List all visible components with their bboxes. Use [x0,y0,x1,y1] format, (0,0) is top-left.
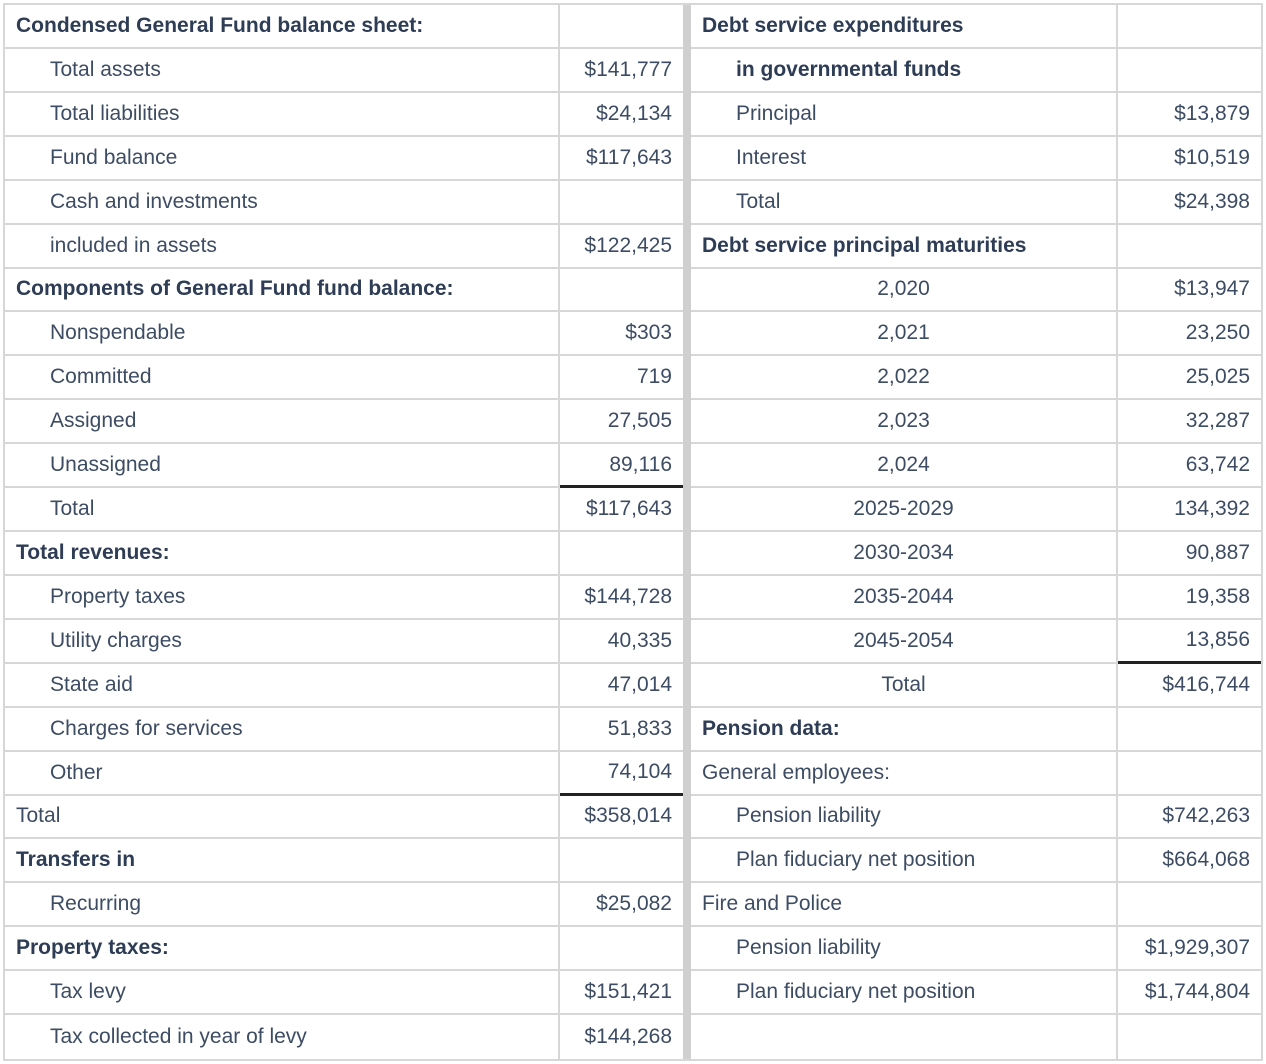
left-value-cell: 74,104 [560,752,683,796]
left-value-cell: 40,335 [560,620,683,664]
right-label-cell: 2,024 [691,444,1118,489]
right-label-cell: Interest [691,136,1118,181]
left-label-cell: Unassigned [5,444,560,489]
right-label-cell: 2030-2034 [691,532,1118,576]
right-value-cell: $24,398 [1118,181,1261,225]
left-label-cell: Committed [5,356,560,401]
left-label-cell: Property taxes [5,575,560,620]
right-label-cell: Plan fiduciary net position [691,971,1118,1016]
right-label-cell: General employees: [691,751,1118,796]
left-label-cell: Condensed General Fund balance sheet: [5,5,560,49]
left-value-cell [560,5,683,49]
left-label-cell: Nonspendable [5,312,560,357]
right-label-cell: 2025-2029 [691,488,1118,532]
right-label-cell: 2035-2044 [691,575,1118,620]
right-value-cell: $416,744 [1118,664,1261,708]
left-value-cell: $303 [560,312,683,357]
right-label-cell: Debt service principal maturities [691,224,1118,269]
right-value-cell: 32,287 [1118,400,1261,445]
right-value-cell: 19,358 [1118,576,1261,620]
right-label-cell: Debt service expenditures [691,5,1118,49]
right-value-cell [1118,1015,1261,1059]
right-value-cell: $664,068 [1118,839,1261,884]
right-value-cell [1118,883,1261,928]
left-value-cell [560,532,683,576]
left-label-cell: Property taxes: [5,927,560,972]
left-label-cell: Total [5,795,560,840]
right-label-cell: 2,020 [691,268,1118,313]
left-label-cell: Assigned [5,400,560,445]
left-label-cell: Fund balance [5,136,560,181]
left-value-cell: $151,421 [560,971,683,1016]
left-value-cell: $141,777 [560,49,683,93]
right-label-cell: Total [691,663,1118,708]
left-value-cell [560,269,683,313]
right-value-cell: 90,887 [1118,532,1261,576]
left-value-cell: 27,505 [560,400,683,445]
left-value-cell: 47,014 [560,664,683,708]
right-value-cell [1118,708,1261,752]
left-value-cell: $25,082 [560,883,683,928]
left-label-cell: Utility charges [5,619,560,664]
right-value-cell: $13,947 [1118,269,1261,313]
financial-summary-table: Condensed General Fund balance sheet: Deb… [3,3,1263,1061]
right-value-cell: $1,929,307 [1118,927,1261,972]
left-value-cell: $144,728 [560,576,683,620]
right-value-cell: 134,392 [1118,488,1261,532]
left-label-cell: Charges for services [5,707,560,752]
right-value-cell: 13,856 [1118,620,1261,664]
right-label-cell: Principal [691,92,1118,137]
right-label-cell: 2,021 [691,312,1118,357]
right-label-cell: 2,022 [691,356,1118,401]
right-label-cell: Pension data: [691,707,1118,752]
left-value-cell [560,927,683,972]
left-value-cell: $358,014 [560,796,683,840]
left-label-cell: Total assets [5,48,560,93]
right-value-cell: $10,519 [1118,137,1261,181]
left-label-cell: Tax levy [5,971,560,1016]
right-label-cell: Total [691,180,1118,225]
left-value-cell [560,839,683,884]
left-value-cell: $144,268 [584,1025,672,1049]
right-value-cell [1118,225,1261,269]
right-value-cell: $1,744,804 [1118,971,1261,1016]
left-value-cell [560,181,683,225]
right-value-cell [1118,752,1261,796]
right-value-cell: $13,879 [1118,93,1261,137]
left-label-cell: State aid [5,663,560,708]
left-label-cell: Total [5,488,560,532]
right-label-cell: Pension liability [691,795,1118,840]
left-value-cell: 51,833 [560,708,683,752]
left-value-cell: $117,643 [560,137,683,181]
left-value-cell: 89,116 [560,444,683,489]
left-value-cell: 719 [560,356,683,401]
right-label-cell: 2045-2054 [691,619,1118,664]
right-value-cell: 25,025 [1118,356,1261,401]
right-label-cell [691,1015,1118,1059]
right-value-cell: $742,263 [1118,796,1261,840]
right-value-cell [1118,5,1261,49]
left-value-cell: $122,425 [560,225,683,269]
right-label-cell: Fire and Police [691,883,1118,928]
left-label-cell: Tax collected in year of levy [5,1015,560,1059]
left-label-cell: included in assets [5,224,560,269]
left-label-cell: Transfers in [5,839,560,884]
right-value-cell: 23,250 [1118,312,1261,357]
left-value-cell: $24,134 [560,93,683,137]
left-label-cell: Total revenues: [5,532,560,576]
right-label-cell: 2,023 [691,400,1118,445]
left-label-cell: Cash and investments [5,180,560,225]
left-value-cell: $117,643 [560,488,683,532]
right-label-cell: in governmental funds [691,48,1118,93]
right-label-cell: Plan fiduciary net position [691,839,1118,884]
right-value-cell: 63,742 [1118,444,1261,489]
left-label-cell: Other [5,751,560,796]
right-value-cell [1118,49,1261,93]
left-label-cell: Components of General Fund fund balance: [5,268,560,313]
left-label-cell: Recurring [5,883,560,928]
column-divider [683,5,691,1059]
left-label-cell: Total liabilities [5,92,560,137]
right-label-cell: Pension liability [691,927,1118,972]
